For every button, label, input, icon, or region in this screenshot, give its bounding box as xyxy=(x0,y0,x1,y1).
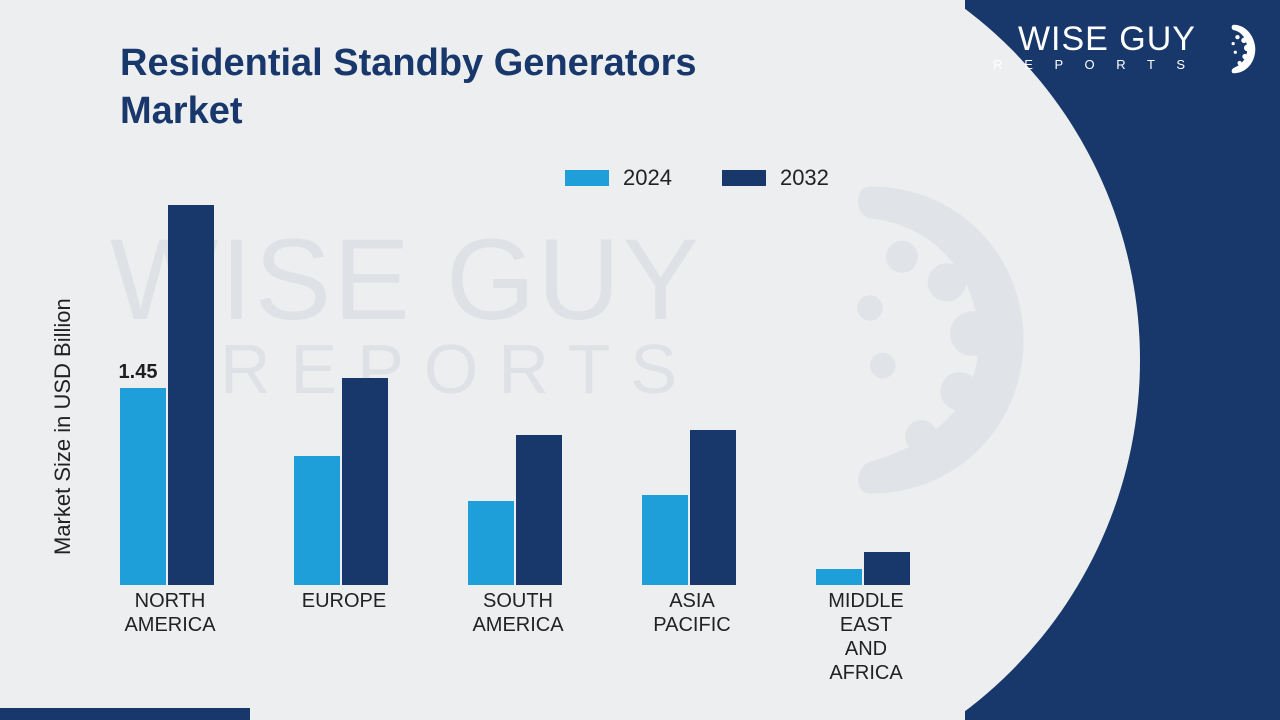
legend: 2024 2032 xyxy=(565,165,829,191)
category-label: EUROPE xyxy=(264,589,424,613)
plot-region: 1.45 xyxy=(110,205,990,585)
bar-series-a xyxy=(294,456,340,585)
category-label: ASIA PACIFIC xyxy=(612,589,772,637)
category-label: NORTH AMERICA xyxy=(90,589,250,637)
chart-title: Residential Standby Generators Market xyxy=(120,40,760,135)
bar-series-b xyxy=(342,378,388,585)
brand-main-text: WISE GUY xyxy=(993,20,1196,59)
bar-series-a xyxy=(120,388,166,585)
bar-series-b xyxy=(516,435,562,585)
bar-series-b xyxy=(690,430,736,585)
bar-series-b xyxy=(864,552,910,585)
legend-label-2024: 2024 xyxy=(623,165,672,191)
bar-series-a xyxy=(468,501,514,585)
legend-item-2024: 2024 xyxy=(565,165,672,191)
y-axis-label: Market Size in USD Billion xyxy=(50,298,76,555)
chart-area: Market Size in USD Billion 2024 2032 1.4… xyxy=(60,165,1000,703)
legend-label-2032: 2032 xyxy=(780,165,829,191)
logo-head-icon xyxy=(1204,22,1258,76)
bar-value-label: 1.45 xyxy=(108,361,168,384)
bar-series-a xyxy=(816,569,862,585)
legend-swatch-2032 xyxy=(722,170,766,186)
bar-series-a xyxy=(642,495,688,585)
bar-series-b xyxy=(168,205,214,585)
bottom-accent-bar xyxy=(0,708,250,720)
page-root: WISE GUY R E P O R T S Residential Stand… xyxy=(0,0,1280,720)
brand-sub-text: R E P O R T S xyxy=(993,57,1196,72)
legend-item-2032: 2032 xyxy=(722,165,829,191)
category-labels: NORTH AMERICAEUROPESOUTH AMERICAASIA PAC… xyxy=(110,589,990,699)
category-label: SOUTH AMERICA xyxy=(438,589,598,637)
brand-logo: WISE GUY R E P O R T S xyxy=(993,20,1252,72)
category-label: MIDDLE EAST AND AFRICA xyxy=(786,589,946,685)
legend-swatch-2024 xyxy=(565,170,609,186)
